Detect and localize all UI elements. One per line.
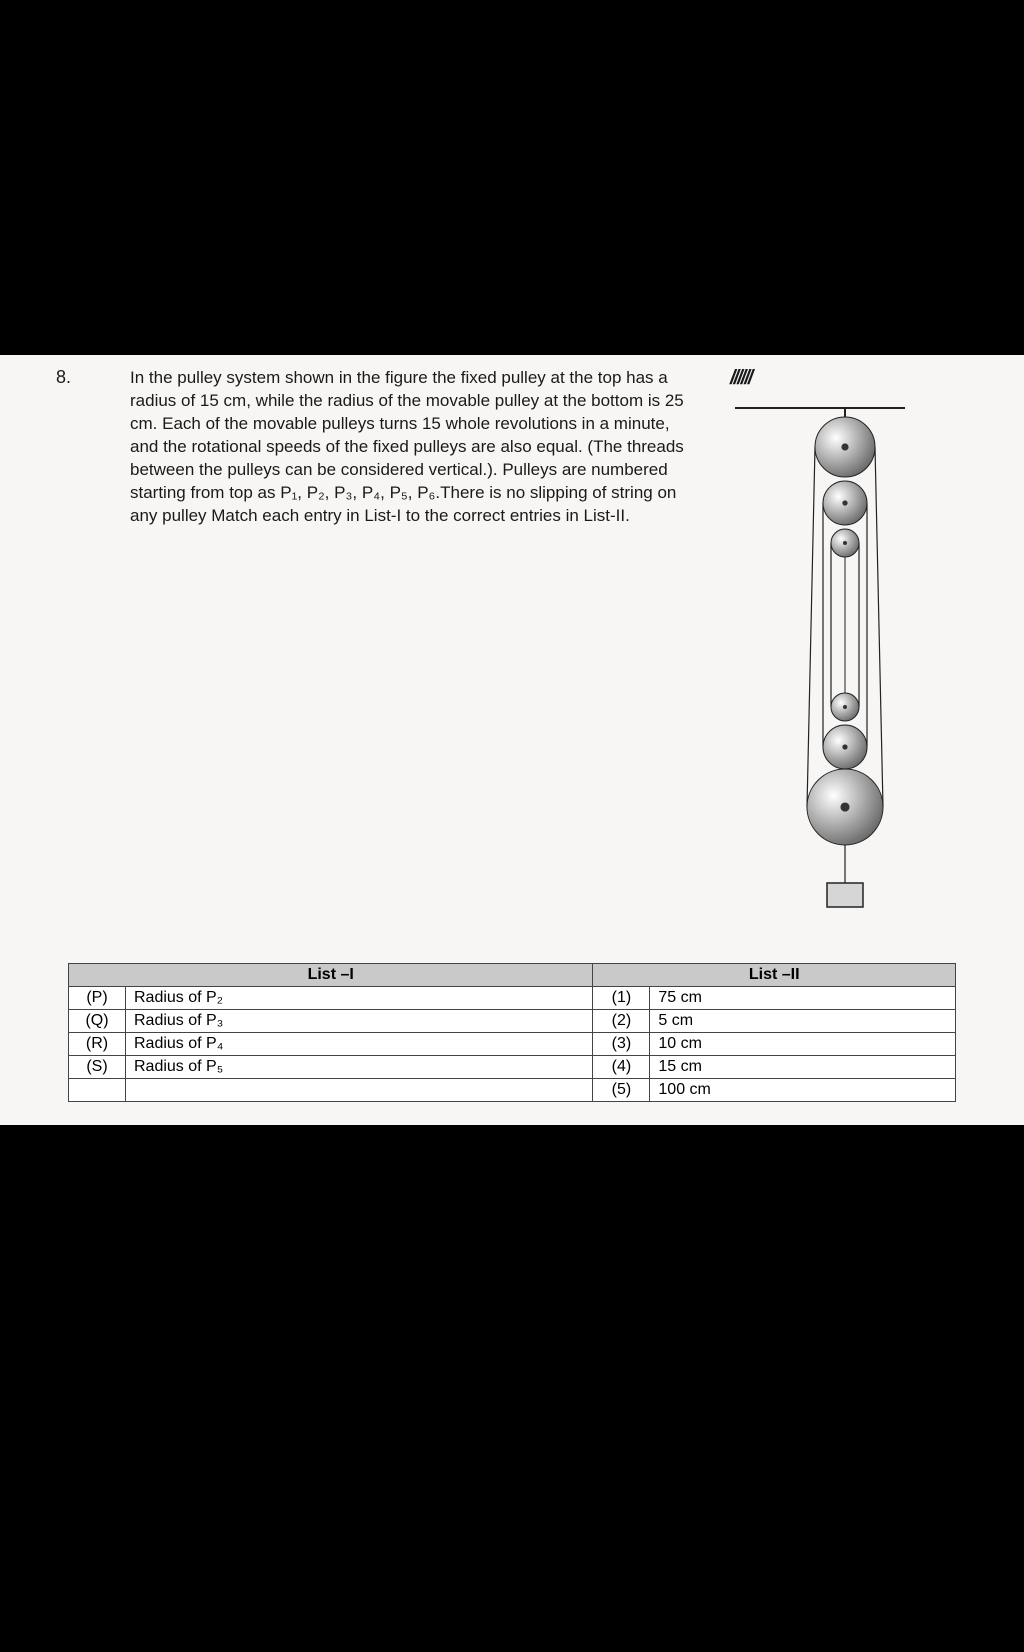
list2-key: (1) [593, 987, 650, 1010]
list2-label: 75 cm [650, 987, 956, 1010]
list1-key: (Q) [69, 1010, 126, 1033]
header-list2: List –II [593, 964, 956, 987]
page: 8. In the pulley system shown in the fig… [0, 355, 1024, 1125]
list2-key: (5) [593, 1079, 650, 1102]
list1-label: Radius of P₂ [126, 987, 593, 1010]
list2-label: 5 cm [650, 1010, 956, 1033]
list2-key: (3) [593, 1033, 650, 1056]
list1-key: (S) [69, 1056, 126, 1079]
pulley-figure [715, 385, 945, 945]
list1-label: Radius of P₃ [126, 1010, 593, 1033]
list1-empty [69, 1079, 126, 1102]
header-list1: List –I [69, 964, 593, 987]
list1-key: (R) [69, 1033, 126, 1056]
question-number: 8. [56, 367, 71, 388]
list2-label: 100 cm [650, 1079, 956, 1102]
list1-key: (P) [69, 987, 126, 1010]
list2-label: 10 cm [650, 1033, 956, 1056]
list2-label: 15 cm [650, 1056, 956, 1079]
question-text: In the pulley system shown in the figure… [130, 367, 700, 528]
list2-key: (4) [593, 1056, 650, 1079]
match-table: List –I List –II (P)Radius of P₂(1)75 cm… [68, 963, 956, 1102]
list1-label: Radius of P₅ [126, 1056, 593, 1079]
list-table: List –I List –II (P)Radius of P₂(1)75 cm… [68, 963, 956, 1102]
list2-key: (2) [593, 1010, 650, 1033]
list1-label: Radius of P₄ [126, 1033, 593, 1056]
list1-empty [126, 1079, 593, 1102]
